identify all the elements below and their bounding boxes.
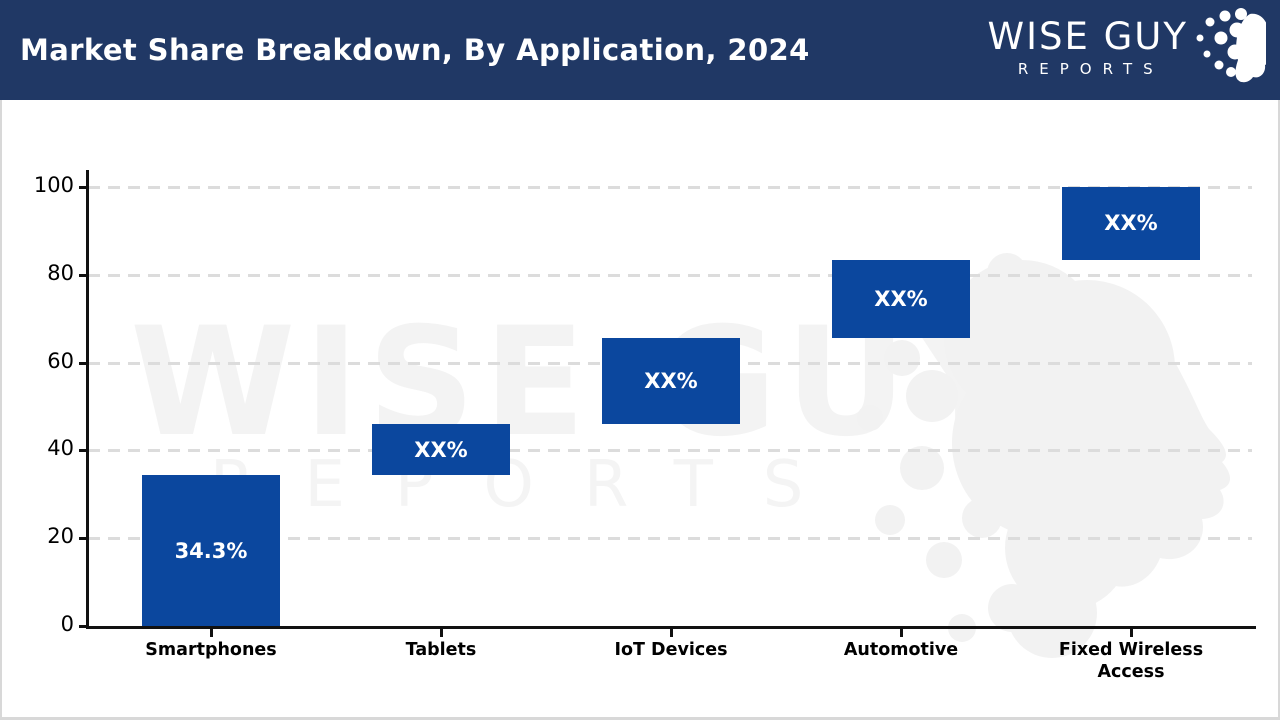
x-tick-label-2: IoT Devices [614, 640, 728, 660]
gridline-20 [88, 537, 1252, 541]
x-tick-mark-3 [900, 629, 903, 637]
y-tick-mark-80 [79, 273, 87, 277]
y-tick-mark-100 [79, 186, 87, 189]
x-tick-mark-1 [440, 629, 443, 637]
x-tick-mark-0 [210, 629, 213, 637]
y-tick-label-20: 20 [47, 524, 74, 549]
y-tick-label-60: 60 [47, 348, 74, 373]
x-tick-label-0: Smartphones [145, 640, 277, 660]
y-tick-mark-0 [79, 625, 87, 628]
x-axis-line [86, 626, 1256, 629]
bar-value-label: 34.3% [174, 538, 248, 563]
logo-subtitle: REPORTS [1017, 59, 1164, 78]
logo-text: WISE GUY REPORTS [987, 15, 1188, 78]
y-tick-mark-20 [79, 537, 87, 541]
bar-fixed-wireless-access: XX% [1062, 187, 1200, 260]
wiseguy-logo: WISE GUY REPORTS [988, 8, 1266, 88]
logo-face-icon [1196, 8, 1266, 83]
x-tick-label-3: Automotive [843, 640, 959, 660]
gridline-80 [88, 273, 1252, 277]
y-tick-mark-40 [79, 449, 87, 453]
bar-smartphones: 34.3% [142, 475, 280, 626]
bar-value-label: XX% [1104, 211, 1158, 236]
page-title: Market Share Breakdown, By Application, … [20, 33, 810, 67]
bar-value-label: XX% [414, 437, 468, 462]
y-tick-label-100: 100 [33, 173, 74, 197]
y-tick-mark-60 [79, 361, 87, 365]
y-tick-label-40: 40 [47, 436, 74, 461]
gridline-40 [88, 449, 1252, 453]
header-bar: Market Share Breakdown, By Application, … [0, 0, 1280, 100]
y-tick-label-0: 0 [60, 612, 74, 636]
x-tick-label-4: Fixed Wireless Access [1058, 640, 1204, 682]
logo-wordmark: WISE GUY [987, 15, 1188, 59]
y-tick-label-80: 80 [47, 260, 74, 285]
x-tick-mark-4 [1130, 629, 1133, 637]
bar-automotive: XX% [832, 259, 970, 338]
x-tick-mark-2 [670, 629, 673, 637]
bar-iot-devices: XX% [602, 337, 740, 425]
gridline-100 [88, 186, 1252, 189]
x-tick-label-1: Tablets [405, 640, 477, 660]
bar-value-label: XX% [644, 368, 698, 393]
bar-value-label: XX% [874, 286, 928, 311]
y-axis-line [86, 170, 89, 629]
bar-tablets: XX% [372, 424, 510, 476]
